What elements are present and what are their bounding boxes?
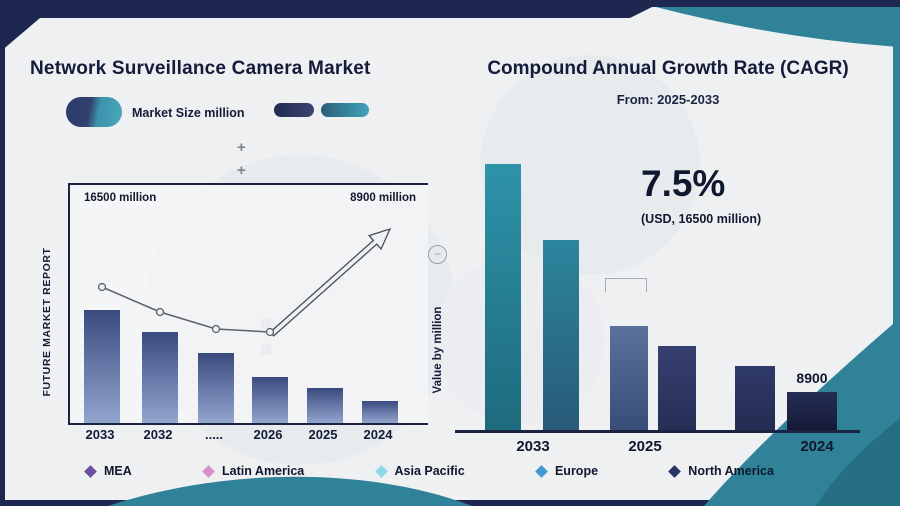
x-axis-label: 2026 <box>253 427 283 442</box>
market-bar <box>307 388 343 423</box>
x-axis-label: 2025 <box>628 438 662 455</box>
cagr-value: 7.5% <box>641 163 726 204</box>
market-size-swatch-icon <box>66 97 122 127</box>
x-axis-label: 2024 <box>800 438 834 455</box>
cagr-bar <box>658 346 696 430</box>
market-size-legend-label: Market Size million <box>132 106 245 120</box>
mea-swatch-icon <box>84 464 97 478</box>
right-chart-x-axis: 2033 2025 2024 <box>455 438 860 460</box>
market-bar <box>84 310 120 423</box>
legend-item: Europe <box>535 464 599 478</box>
legend-label: Asia Pacific <box>394 464 465 478</box>
x-axis-label: 2024 <box>363 427 393 442</box>
europe-swatch-icon <box>535 464 548 478</box>
legend-label: MEA <box>104 464 132 478</box>
cagr-bar <box>787 392 837 430</box>
x-axis-label: 2032 <box>143 427 173 442</box>
legend-item: MEA <box>84 464 132 478</box>
annotation-8900: 8900 <box>796 370 828 386</box>
legend-item: North America <box>668 464 774 478</box>
left-chart-ylabel: FUTURE MARKET REPORT <box>41 247 53 397</box>
latin-america-swatch-icon <box>202 464 215 478</box>
legend-item: Latin America <box>202 464 305 478</box>
asia-pacific-swatch-icon <box>374 464 388 478</box>
cagr-bar <box>485 164 521 430</box>
cagr-title: Compound Annual Growth Rate (CAGR) <box>487 58 849 79</box>
annotation-8900-million: 8900 million <box>350 192 416 204</box>
annotation-16500-million: 16500 million <box>84 192 157 204</box>
page-title: Network Surveillance Camera Market <box>30 58 371 79</box>
x-axis-label: 2025 <box>308 427 338 442</box>
legend-label: Europe <box>554 464 599 478</box>
cagr-bar <box>735 366 775 430</box>
decor-pill-teal-icon <box>321 103 369 117</box>
cagr-bar <box>610 326 648 430</box>
cagr-bar <box>543 240 579 430</box>
north-america-swatch-icon <box>668 464 682 478</box>
legend-label: Latin America <box>222 464 305 478</box>
plus-icon: + <box>237 162 246 179</box>
cagr-detail: (USD, 16500 million) <box>641 212 762 226</box>
right-chart-ylabel: Value by million <box>432 306 444 394</box>
x-axis-label: 2033 <box>516 438 550 455</box>
region-legend: MEA Latin America Asia Pacific Europe North … <box>84 464 774 478</box>
cagr-subtitle: From: 2025-2033 <box>616 92 720 107</box>
legend-label: North America <box>688 464 774 478</box>
market-size-bar-chart: 16500 million 8900 million <box>68 183 428 425</box>
decor-pill-navy-icon <box>274 103 314 117</box>
legend-item: Asia Pacific <box>374 464 465 478</box>
market-bar <box>142 332 178 423</box>
plus-icon: + <box>237 139 246 156</box>
left-chart-x-axis: 2033 2032..... 2026 2025 2024 <box>68 427 426 447</box>
market-bar <box>198 353 234 423</box>
x-axis-label: 2033 <box>85 427 115 442</box>
market-bar <box>362 401 398 423</box>
cagr-bar-chart: 8900 <box>455 160 860 433</box>
trend-line-arrow <box>97 227 392 337</box>
market-bar <box>252 377 288 423</box>
x-axis-label: ..... <box>204 427 224 442</box>
minus-circle-icon: – <box>428 245 447 264</box>
decor-bracket <box>605 278 647 292</box>
